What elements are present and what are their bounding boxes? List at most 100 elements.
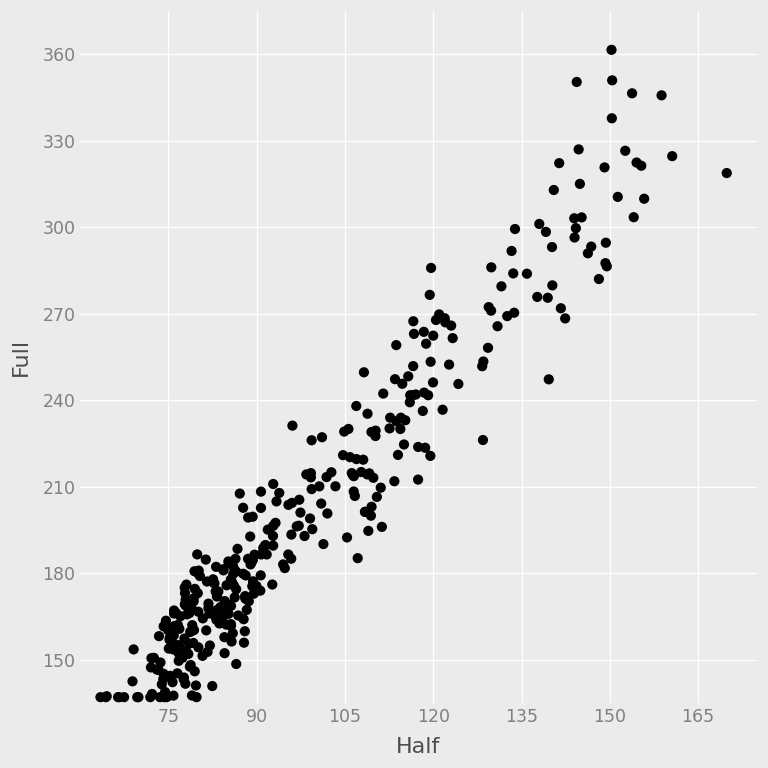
Point (168, 620, 180, 632)
Point (186, 619, 198, 631)
Point (371, 491, 383, 503)
Point (436, 403, 449, 415)
Point (627, 211, 640, 223)
Point (147, 652, 160, 664)
Point (237, 502, 250, 514)
Point (338, 425, 350, 438)
Point (100, 691, 112, 703)
Point (210, 561, 222, 573)
Point (394, 423, 406, 435)
Point (585, 240, 598, 253)
Point (250, 580, 263, 592)
Point (293, 520, 305, 532)
Point (606, 74, 618, 87)
Point (202, 598, 214, 610)
Point (177, 673, 190, 685)
Point (210, 614, 223, 626)
Point (187, 592, 200, 604)
Point (212, 585, 224, 598)
Point (325, 466, 337, 478)
Point (352, 552, 364, 564)
Point (611, 190, 624, 203)
Point (154, 657, 167, 669)
Point (173, 654, 185, 667)
Point (227, 568, 240, 580)
Point (367, 472, 379, 484)
Point (239, 591, 251, 604)
Point (412, 441, 424, 453)
Point (160, 619, 172, 631)
Point (228, 579, 240, 591)
Point (605, 44, 617, 56)
Point (375, 482, 387, 494)
Point (179, 677, 191, 690)
Point (316, 431, 328, 443)
Point (254, 569, 266, 581)
Point (606, 112, 618, 124)
Point (247, 554, 259, 566)
Point (260, 548, 273, 561)
Point (184, 659, 197, 671)
Point (420, 338, 432, 350)
Point (559, 313, 571, 325)
Point (282, 548, 294, 561)
Point (349, 490, 361, 502)
Point (218, 631, 230, 644)
Point (533, 218, 545, 230)
Point (221, 604, 233, 616)
Point (306, 434, 318, 446)
Point (601, 260, 613, 273)
Point (157, 667, 170, 680)
Point (184, 660, 196, 673)
Point (218, 595, 230, 607)
Point (575, 211, 588, 223)
Point (402, 370, 415, 382)
Point (145, 652, 157, 664)
Point (208, 578, 220, 590)
Point (430, 314, 442, 326)
Point (177, 671, 190, 684)
Point (255, 502, 267, 514)
Point (177, 651, 189, 664)
Point (546, 241, 558, 253)
Point (200, 554, 212, 566)
Point (237, 613, 250, 625)
Point (188, 624, 200, 636)
Point (94, 691, 107, 703)
Point (179, 587, 191, 599)
Point (244, 531, 257, 543)
Point (362, 408, 374, 420)
Point (495, 280, 508, 293)
Point (246, 580, 258, 592)
Point (446, 332, 458, 344)
Point (270, 517, 282, 529)
Point (182, 648, 194, 660)
Point (232, 609, 244, 621)
Point (485, 305, 497, 317)
Point (418, 326, 430, 338)
Point (183, 637, 195, 650)
Point (266, 530, 279, 542)
Point (192, 641, 204, 654)
Point (255, 548, 267, 561)
Point (184, 626, 197, 638)
Point (540, 226, 552, 238)
Point (118, 691, 131, 703)
Point (240, 593, 252, 605)
Point (217, 611, 229, 623)
Point (200, 575, 213, 588)
Point (390, 415, 402, 428)
Point (355, 466, 367, 478)
Point (359, 506, 371, 518)
Point (225, 573, 237, 585)
Point (164, 631, 176, 644)
Point (167, 637, 180, 650)
Point (185, 602, 197, 614)
Point (178, 581, 190, 594)
Point (146, 688, 158, 700)
Point (485, 261, 498, 273)
Point (190, 680, 202, 692)
Point (599, 257, 611, 270)
Point (152, 664, 164, 676)
Point (194, 570, 206, 582)
